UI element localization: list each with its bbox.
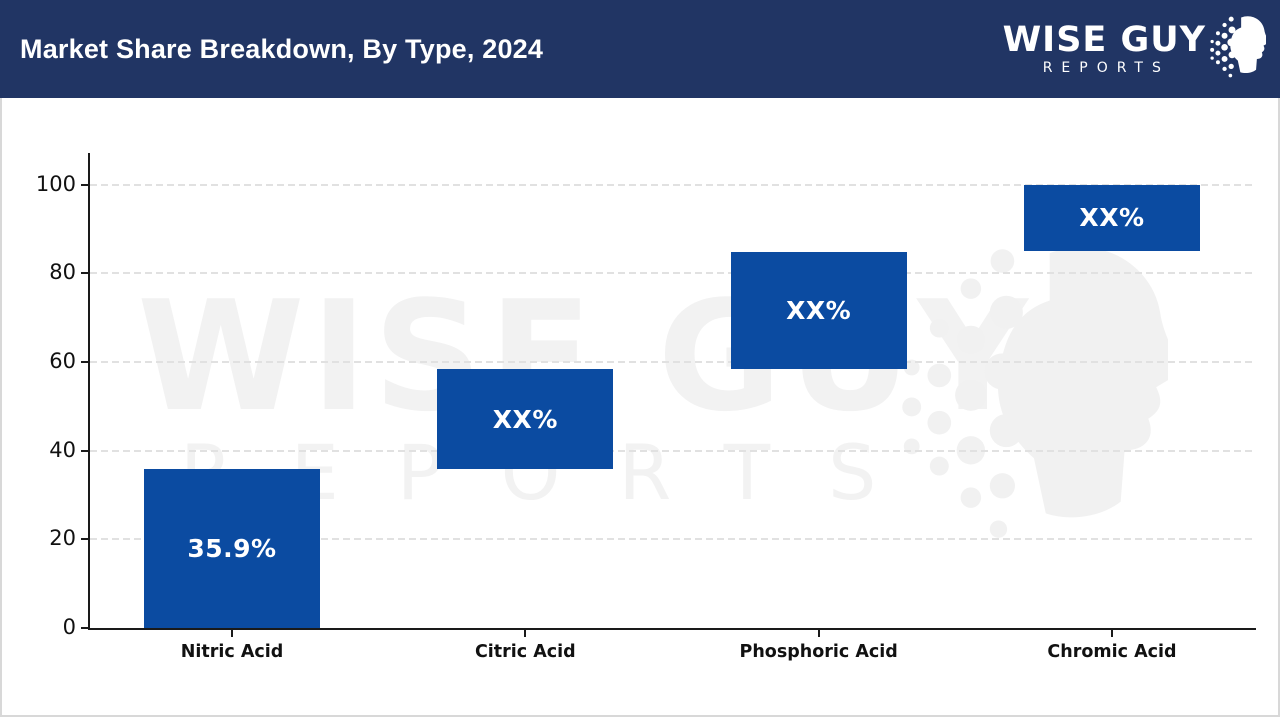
y-tick-0 [81,627,90,629]
bar-value-label-chromic-acid: XX% [1079,203,1145,233]
y-tick-label-80: 80 [49,260,76,285]
y-tick-label-0: 0 [62,615,76,639]
x-category-label-citric-acid: Citric Acid [474,642,576,662]
x-tick-phosphoric-acid [817,630,820,637]
bar-nitric-acid: 35.9% [144,468,320,628]
y-tick-label-20: 20 [49,526,76,551]
x-tick-nitric-acid [231,630,233,637]
page-title: Market Share Breakdown, By Type, 2024 [20,33,544,64]
bar-value-label-phosphoric-acid: XX% [786,295,852,325]
bar-value-label-citric-acid: XX% [492,404,558,434]
y-tick-60 [81,361,90,364]
y-axis-line [88,153,90,630]
y-tick-label-40: 40 [49,437,76,462]
brand-logo-secondary: REPORTS [1042,60,1170,76]
y-tick-label-60: 60 [49,349,76,374]
gridline-60 [90,361,1254,364]
y-tick-label-100: 100 [35,171,76,196]
header-bar: Market Share Breakdown, By Type, 2024 WI… [0,0,1280,98]
brand-logo-primary: WISE GUY [1002,20,1206,60]
x-category-label-nitric-acid: Nitric Acid [180,642,284,662]
chart-canvas: WISE GUY REPORTS 0 20 40 60 80 100 35.9% Nitric… [0,98,1280,717]
x-tick-citric-acid [524,630,527,637]
bar-value-label-nitric-acid: 35.9% [187,533,277,563]
x-axis-line [88,628,1256,630]
logo-face-icon [1210,16,1266,78]
x-category-label-chromic-acid: Chromic Acid [1047,642,1177,662]
brand-logo-text: WISE GUY REPORTS [1002,20,1206,76]
gridline-80 [90,272,1254,275]
gridline-40 [90,449,1254,452]
gridline-100 [90,183,1254,186]
watermark-face-icon [902,247,1168,538]
brand-logo: WISE GUY REPORTS [1003,0,1266,98]
y-tick-20 [81,538,90,541]
gridline-20 [90,538,1254,541]
y-tick-100 [81,183,90,186]
y-tick-40 [81,449,90,452]
bar-citric-acid: XX% [437,369,614,469]
bar-phosphoric-acid: XX% [730,251,907,370]
x-tick-chromic-acid [1110,630,1113,637]
x-category-label-phosphoric-acid: Phosphoric Acid [739,642,898,662]
bar-chromic-acid: XX% [1023,184,1200,252]
y-tick-80 [81,272,90,275]
